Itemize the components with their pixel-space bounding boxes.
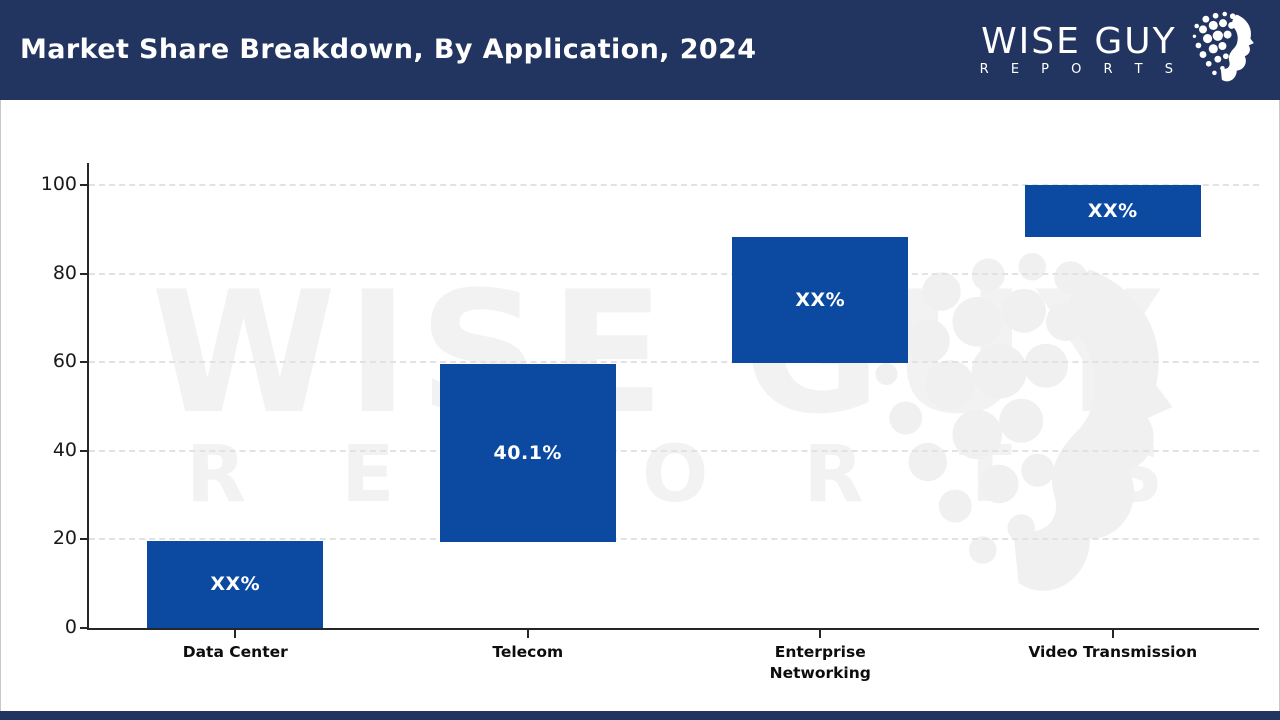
x-category-label: Telecom bbox=[492, 643, 564, 661]
y-tick-label-20: 20 bbox=[52, 527, 77, 550]
bar-segment: XX% bbox=[732, 237, 909, 363]
x-category-label: Video Transmission bbox=[1028, 643, 1198, 661]
chart-area: WISE GUY R E P O R T S 0 20 40 60 80 100 XX% Da… bbox=[0, 100, 1280, 711]
bar-value-label: XX% bbox=[1087, 199, 1138, 222]
logo-subtitle: R E P O R T S bbox=[979, 62, 1182, 78]
gridline-20 bbox=[89, 538, 1259, 541]
logo-wordmark: WISE GUY bbox=[981, 20, 1177, 62]
x-category-label: Enterprise Networking bbox=[769, 643, 871, 682]
x-tick bbox=[819, 630, 822, 638]
x-axis-line bbox=[87, 628, 1259, 630]
bar-value-label: 40.1% bbox=[493, 441, 562, 464]
logo-head-icon bbox=[1192, 11, 1254, 82]
x-tick bbox=[1111, 630, 1114, 638]
plot: 0 20 40 60 80 100 XX% Data Center 40.1% Telecom XX… bbox=[41, 163, 1259, 682]
header: Market Share Breakdown, By Application, … bbox=[0, 0, 1280, 100]
bar-value-label: XX% bbox=[210, 573, 261, 596]
y-tick-100 bbox=[80, 184, 88, 187]
bar-value-label: XX% bbox=[795, 289, 846, 312]
gridline-40 bbox=[89, 449, 1259, 452]
x-category-label: Data Center bbox=[182, 643, 288, 661]
y-tick-label-0: 0 bbox=[64, 616, 77, 638]
footer-accent-bar bbox=[0, 711, 1280, 720]
logo-text: WISE GUY R E P O R T S bbox=[976, 20, 1182, 78]
y-tick-40 bbox=[80, 449, 88, 452]
bar-segment: XX% bbox=[147, 540, 324, 628]
y-tick-label-100: 100 bbox=[40, 173, 77, 196]
y-tick-label-60: 60 bbox=[52, 350, 77, 373]
y-tick-20 bbox=[80, 538, 88, 541]
y-tick-label-40: 40 bbox=[52, 438, 77, 461]
gridline-100 bbox=[89, 184, 1259, 187]
y-tick-80 bbox=[80, 272, 88, 275]
y-tick-label-80: 80 bbox=[52, 261, 77, 284]
wise-guy-logo: WISE GUY R E P O R T S bbox=[976, 10, 1262, 90]
gridline-80 bbox=[89, 272, 1259, 275]
y-axis-line bbox=[87, 163, 89, 630]
bar-segment: XX% bbox=[1024, 185, 1201, 237]
bar-segment: 40.1% bbox=[439, 364, 616, 542]
y-tick-60 bbox=[80, 361, 88, 364]
y-tick-0 bbox=[80, 627, 88, 629]
gridline-60 bbox=[89, 361, 1259, 364]
x-tick bbox=[234, 630, 237, 638]
page-title: Market Share Breakdown, By Application, … bbox=[20, 34, 757, 65]
x-tick bbox=[526, 630, 529, 638]
watermark-head-icon bbox=[875, 253, 1173, 591]
